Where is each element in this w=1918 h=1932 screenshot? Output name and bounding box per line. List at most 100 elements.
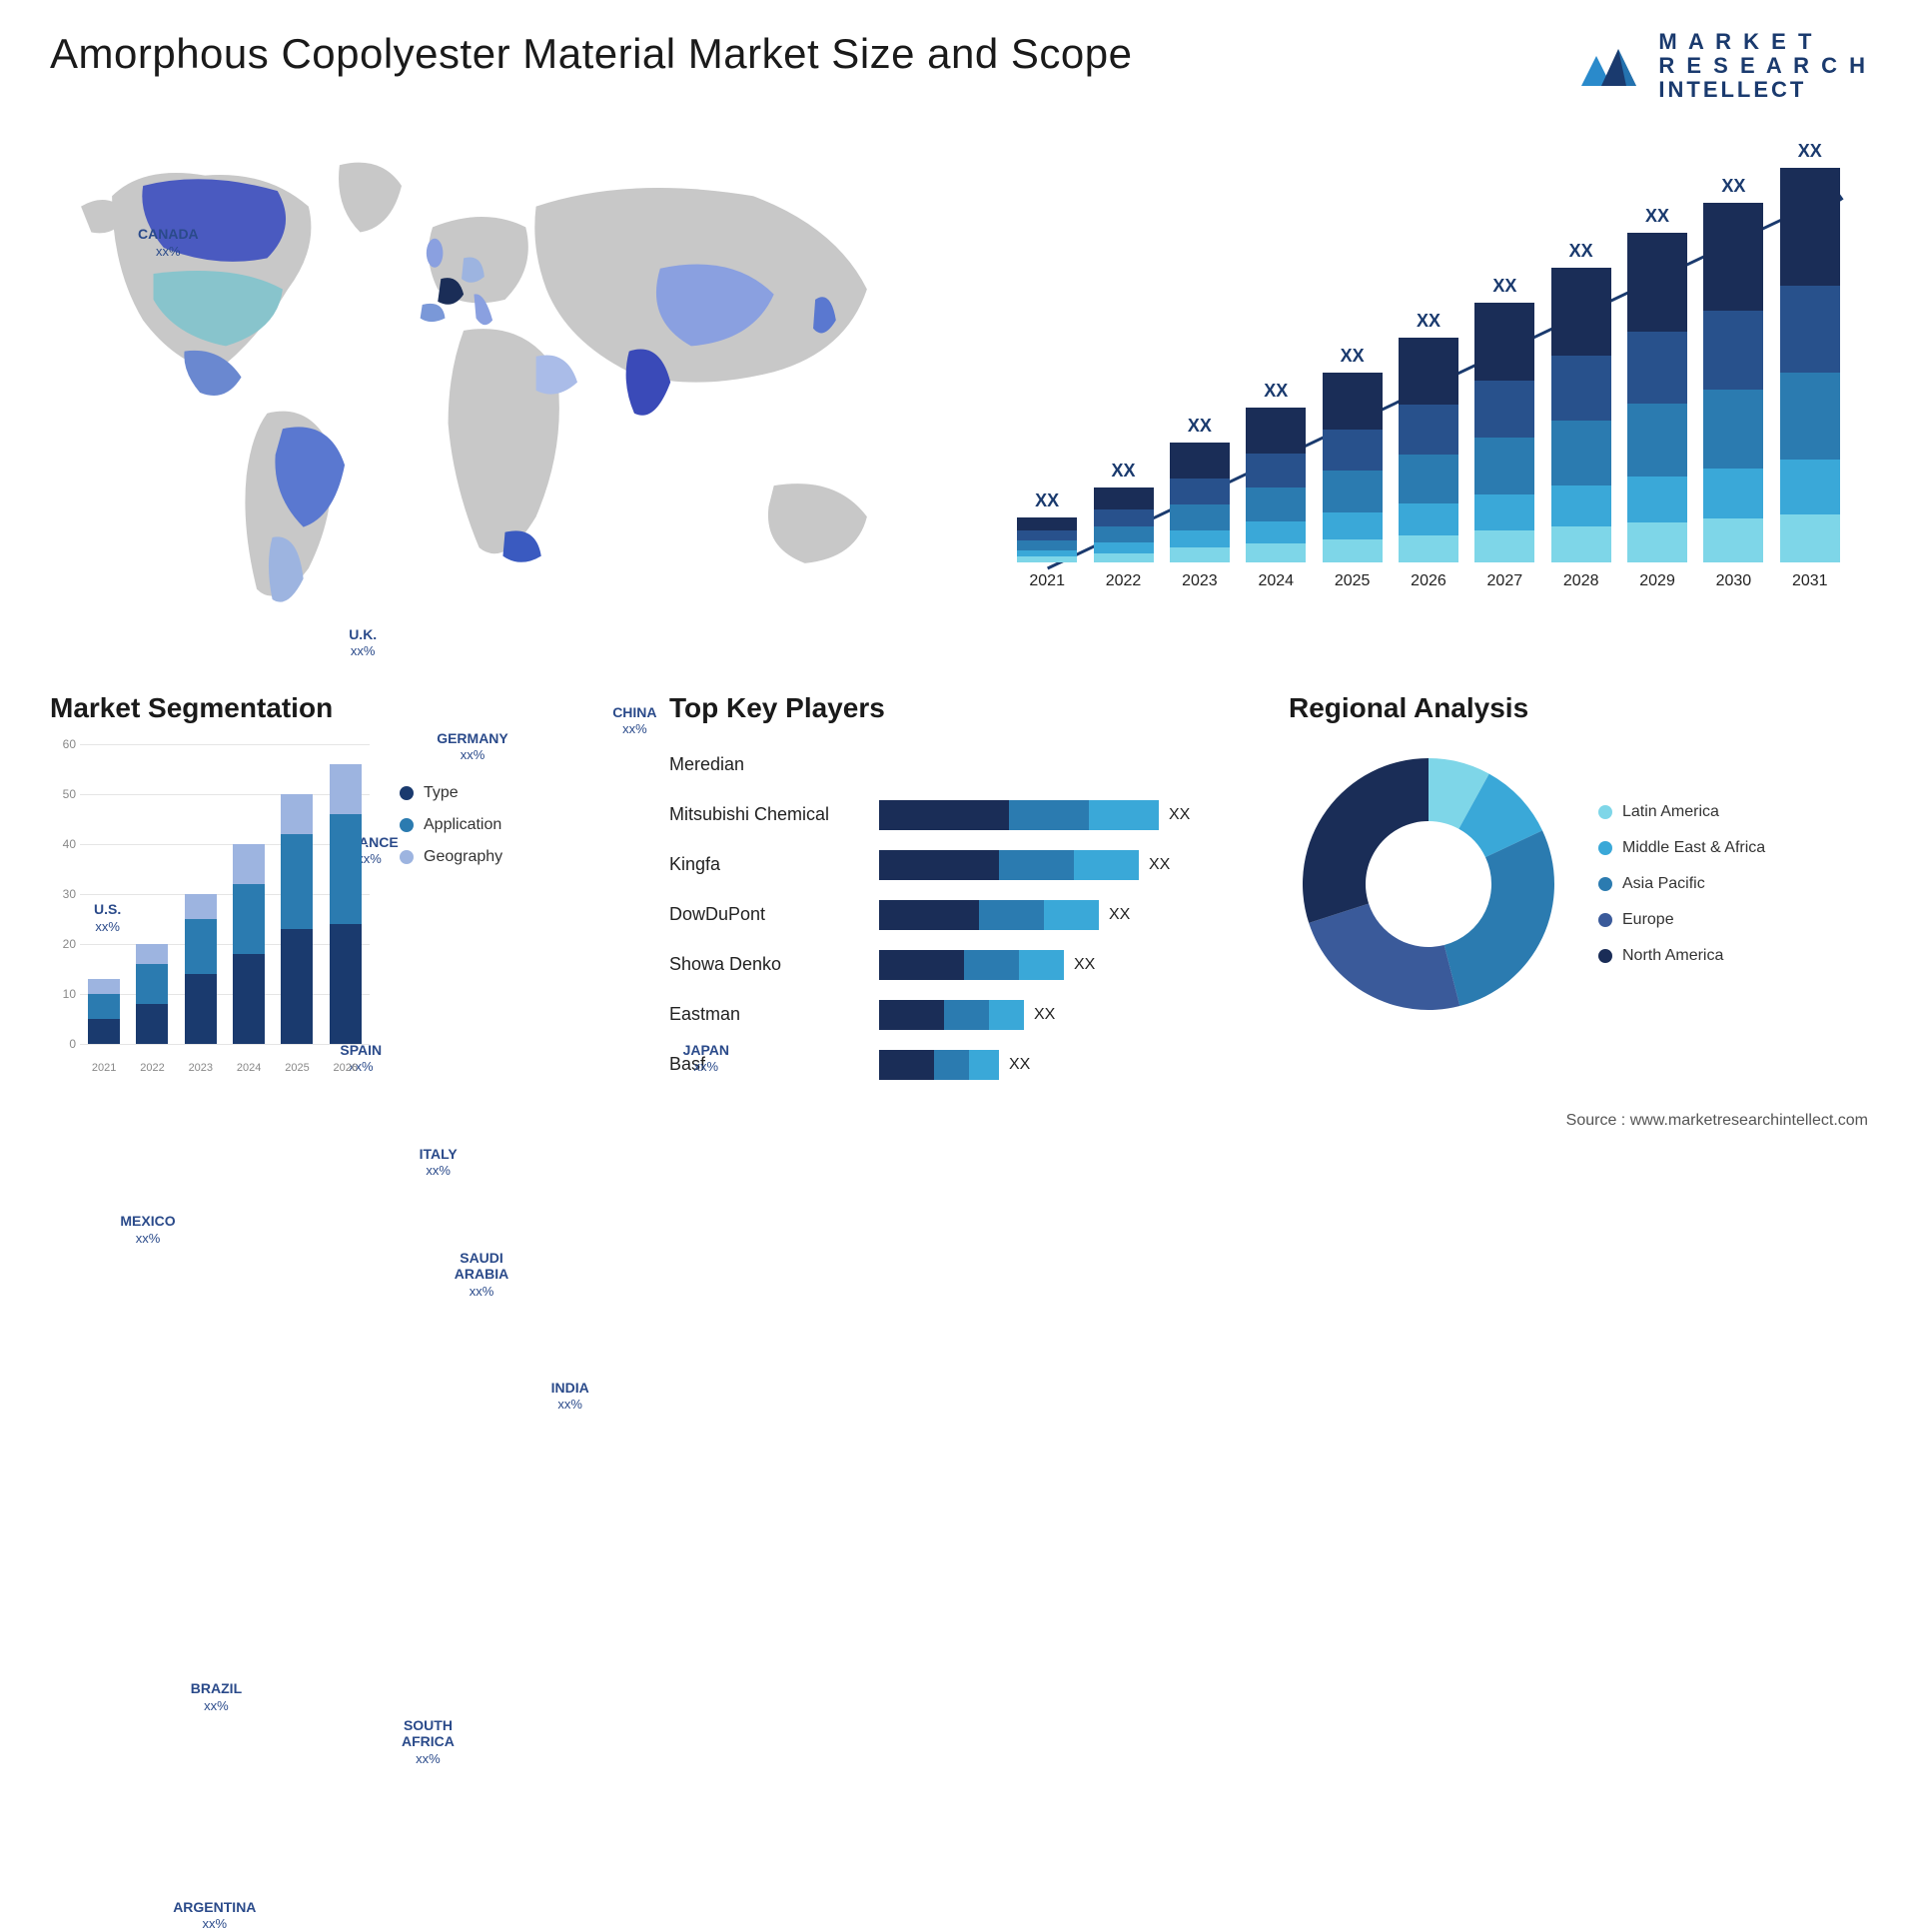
world-map [50,133,929,652]
player-value: XX [1169,806,1190,824]
bar-segment [1780,514,1840,561]
player-bar-seg [934,1050,969,1080]
player-row-showa-denko: Showa DenkoXX [669,944,1249,986]
player-bar-area: XX [879,850,1249,880]
player-bar-area: XX [879,800,1249,830]
legend-label: Application [424,816,501,834]
seg-legend: Type Application Geography [400,744,502,1074]
main-bar-group: XXXXXXXXXXXXXXXXXXXXXX [989,133,1868,562]
main-bar-2025: XX [1323,346,1383,562]
player-bar-seg [879,800,1009,830]
player-bar-seg [989,1000,1024,1030]
map-label-canada: CANADAxx% [138,226,199,260]
legend-dot [1598,805,1612,819]
main-xaxis: 2021202220232024202520262027202820292030… [989,572,1868,590]
player-bar-seg [879,1050,934,1080]
legend-item-application: Application [400,816,502,834]
bar-segment [1551,421,1611,485]
map-label-south-africa: SOUTHAFRICAxx% [402,1717,455,1767]
bar-segment [1703,469,1763,518]
player-bar-seg [1009,800,1089,830]
regional-legend-item: Asia Pacific [1598,875,1765,893]
main-bar-2023: XX [1170,416,1230,562]
players-panel: Top Key Players MeredianMitsubishi Chemi… [669,692,1249,1122]
bar-segment [1170,443,1230,479]
bar-segment [1246,408,1306,455]
bar-segment [1094,509,1154,526]
map-label-japan: JAPANxx% [683,1042,729,1076]
seg-bar-2021 [88,979,120,1044]
main-xtick: 2027 [1474,572,1534,590]
seg-bar-segment [281,834,313,929]
bar-segment [1703,390,1763,469]
bar-segment [1170,547,1230,561]
player-name: DowDuPont [669,904,879,925]
main-bar-stack [1627,233,1687,562]
seg-bar-segment [281,794,313,834]
segmentation-chart: 0102030405060 202120222023202420252026 T… [50,744,629,1074]
bar-segment [1551,526,1611,561]
bar-segment [1551,268,1611,357]
bar-segment [1094,526,1154,543]
seg-bar-segment [88,1019,120,1044]
player-bar-seg [979,900,1044,930]
player-name: Meredian [669,754,879,775]
donut-chart [1289,744,1568,1024]
bar-segment [1094,487,1154,510]
bar-segment [1399,405,1458,455]
segmentation-title: Market Segmentation [50,692,629,724]
main-bar-2029: XX [1627,206,1687,562]
main-xtick: 2031 [1780,572,1840,590]
seg-ytick: 50 [63,787,76,801]
map-label-saudi-arabia: SAUDIARABIAxx% [455,1250,508,1300]
seg-ytick: 30 [63,887,76,901]
donut-slice-north-america [1303,758,1429,923]
legend-dot [400,818,414,832]
source-url: www.marketresearchintellect.com [1630,1112,1868,1129]
main-bar-value-label: XX [1721,176,1745,197]
seg-bar-segment [136,1004,168,1044]
bar-segment [1474,530,1534,561]
main-bar-2030: XX [1703,176,1763,562]
bar-segment [1551,485,1611,526]
seg-bar-segment [233,884,265,954]
main-bar-stack [1246,408,1306,562]
player-bar [879,950,1064,980]
seg-bar-2026 [330,764,362,1044]
seg-bar-segment [330,764,362,814]
legend-label: Geography [424,848,502,866]
bar-segment [1780,373,1840,460]
main-xtick: 2022 [1094,572,1154,590]
logo-line3: INTELLECT [1658,78,1868,102]
bar-segment [1703,203,1763,311]
player-bar-seg [879,950,964,980]
players-title: Top Key Players [669,692,1249,724]
seg-ytick: 20 [63,937,76,951]
seg-bar-segment [88,994,120,1019]
logo-line1: M A R K E T [1658,30,1868,54]
gridline [80,1044,370,1045]
bar-segment [1170,530,1230,547]
main-bar-value-label: XX [1112,461,1136,482]
player-row-eastman: EastmanXX [669,994,1249,1036]
legend-label: Europe [1622,911,1674,929]
source-label: Source : [1566,1112,1626,1129]
map-label-germany: GERMANYxx% [437,730,508,764]
main-bar-2031: XX [1780,141,1840,562]
regional-content: Latin AmericaMiddle East & AfricaAsia Pa… [1289,744,1868,1024]
seg-bar-segment [330,924,362,1044]
main-bar-value-label: XX [1569,241,1593,262]
logo-line2: R E S E A R C H [1658,54,1868,78]
legend-label: Type [424,784,459,802]
logo-text: M A R K E T R E S E A R C H INTELLECT [1658,30,1868,103]
bar-segment [1017,540,1077,550]
seg-bar-segment [281,929,313,1044]
player-name: Eastman [669,1004,879,1025]
bar-segment [1627,404,1687,477]
main-xtick: 2025 [1323,572,1383,590]
legend-dot [1598,913,1612,927]
player-bar-area: XX [879,1050,1249,1080]
bar-segment [1094,553,1154,562]
legend-dot [1598,949,1612,963]
main-bar-stack [1780,168,1840,562]
